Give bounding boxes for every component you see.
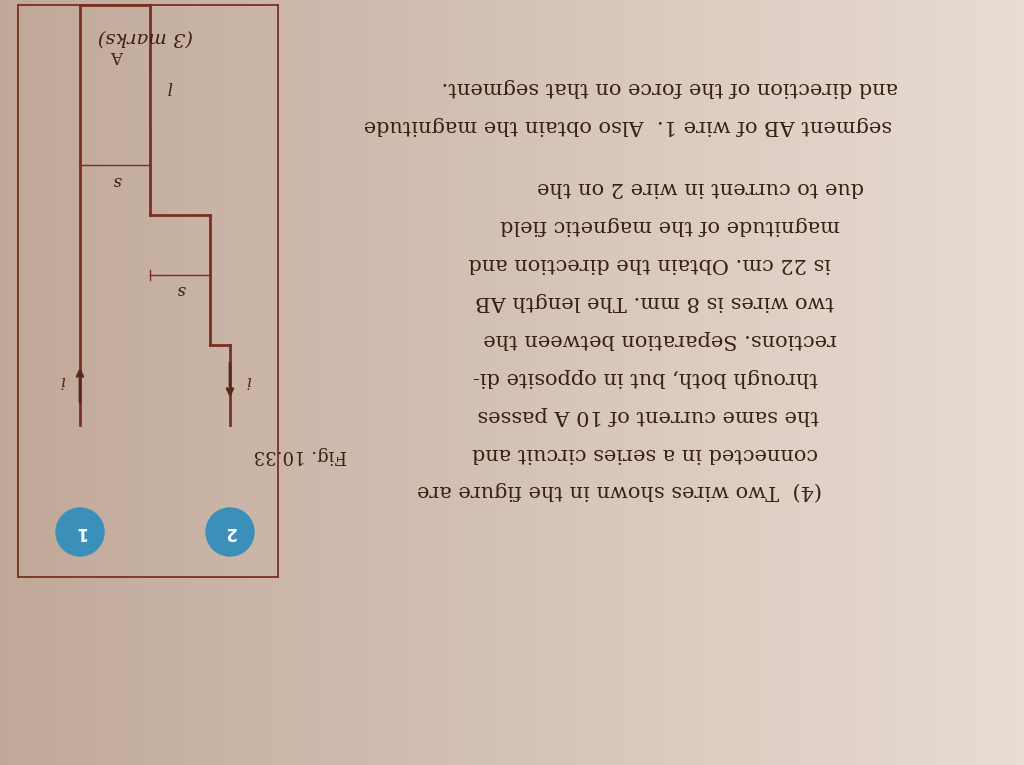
Text: segment AB of wire 1.  Also obtain the magnitude: segment AB of wire 1. Also obtain the ma… (364, 116, 892, 135)
Text: (4)  Two wires shown in the figure are: (4) Two wires shown in the figure are (418, 481, 822, 501)
Text: 2: 2 (224, 523, 236, 541)
Text: s: s (114, 171, 122, 188)
Text: two wires is 8 mm. The length AB: two wires is 8 mm. The length AB (475, 291, 835, 311)
Text: (3 marks): (3 marks) (97, 28, 193, 46)
Text: A: A (112, 47, 124, 63)
Circle shape (56, 508, 104, 556)
Text: connected in a series circuit and: connected in a series circuit and (472, 444, 818, 463)
Text: rections. Separation between the: rections. Separation between the (483, 330, 837, 349)
Text: magnitude of the magnetic field: magnitude of the magnetic field (500, 216, 840, 235)
Text: Fig. 10.33: Fig. 10.33 (253, 446, 347, 464)
Text: through both, but in opposite di-: through both, but in opposite di- (472, 367, 817, 386)
Text: i: i (246, 372, 251, 389)
Text: and direction of the force on that segment.: and direction of the force on that segme… (441, 77, 898, 96)
Circle shape (206, 508, 254, 556)
Text: due to current in wire 2 on the: due to current in wire 2 on the (537, 177, 863, 197)
Text: the same current of 10 A passes: the same current of 10 A passes (477, 405, 819, 425)
Text: i: i (59, 372, 65, 389)
Text: l: l (167, 76, 173, 93)
Text: s: s (178, 281, 186, 298)
Text: is 22 cm. Obtain the direction and: is 22 cm. Obtain the direction and (469, 253, 831, 272)
Text: 1: 1 (75, 523, 86, 541)
